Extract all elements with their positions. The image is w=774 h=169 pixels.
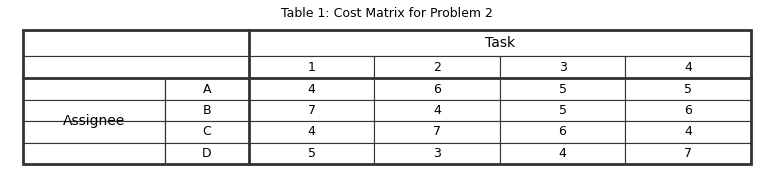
Bar xyxy=(23,30,248,56)
Text: B: B xyxy=(203,104,211,117)
Text: Task: Task xyxy=(485,37,515,50)
Bar xyxy=(248,143,375,164)
Bar xyxy=(375,143,500,164)
Bar xyxy=(248,78,375,100)
Text: 4: 4 xyxy=(433,104,441,117)
Text: 2: 2 xyxy=(433,61,441,74)
Bar xyxy=(500,121,625,143)
Bar xyxy=(23,143,165,164)
Text: 5: 5 xyxy=(559,83,567,96)
Bar xyxy=(248,56,375,78)
Text: 5: 5 xyxy=(307,147,316,160)
Bar xyxy=(23,30,751,164)
Bar xyxy=(165,121,248,143)
Bar xyxy=(375,78,500,100)
Bar xyxy=(23,121,165,143)
Text: 3: 3 xyxy=(559,61,567,74)
Bar xyxy=(165,78,248,100)
Bar xyxy=(625,78,751,100)
Text: Assignee: Assignee xyxy=(63,114,125,128)
Text: 7: 7 xyxy=(684,147,692,160)
Bar xyxy=(248,100,375,121)
Text: A: A xyxy=(203,83,211,96)
Text: 5: 5 xyxy=(559,104,567,117)
Text: 3: 3 xyxy=(433,147,441,160)
Text: 1: 1 xyxy=(307,61,316,74)
Text: 4: 4 xyxy=(307,125,316,138)
Text: 4: 4 xyxy=(684,125,692,138)
Text: 6: 6 xyxy=(559,125,567,138)
Text: 4: 4 xyxy=(684,61,692,74)
Text: D: D xyxy=(202,147,212,160)
Bar xyxy=(23,100,165,121)
Text: 4: 4 xyxy=(307,83,316,96)
Text: C: C xyxy=(203,125,211,138)
Text: 7: 7 xyxy=(307,104,316,117)
Bar xyxy=(625,100,751,121)
Bar xyxy=(23,78,165,100)
Text: 6: 6 xyxy=(684,104,692,117)
Bar xyxy=(165,143,248,164)
Bar xyxy=(23,56,248,78)
Bar xyxy=(500,143,625,164)
Bar xyxy=(375,56,500,78)
Bar xyxy=(248,121,375,143)
Text: 6: 6 xyxy=(433,83,441,96)
Bar xyxy=(375,121,500,143)
Bar xyxy=(375,100,500,121)
Text: 4: 4 xyxy=(559,147,567,160)
Text: 5: 5 xyxy=(684,83,692,96)
Text: 7: 7 xyxy=(433,125,441,138)
Bar xyxy=(165,100,248,121)
Bar xyxy=(625,121,751,143)
Text: Table 1: Cost Matrix for Problem 2: Table 1: Cost Matrix for Problem 2 xyxy=(281,7,493,20)
Bar xyxy=(500,56,625,78)
Bar xyxy=(500,78,625,100)
Bar xyxy=(500,100,625,121)
Bar xyxy=(625,56,751,78)
Bar xyxy=(248,30,751,56)
Bar xyxy=(625,143,751,164)
